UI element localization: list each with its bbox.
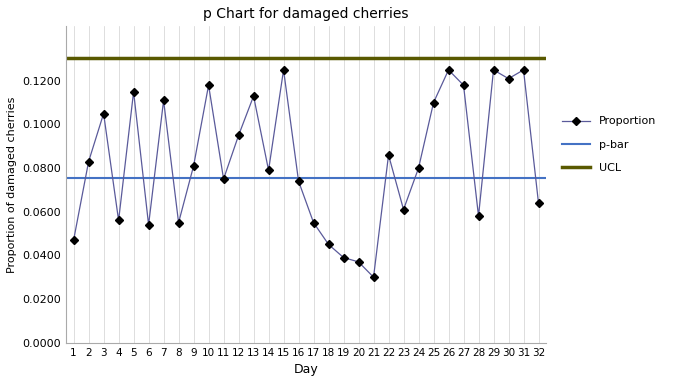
X-axis label: Day: Day (294, 363, 318, 376)
Proportion (504, 76, 512, 81)
Proportion (324, 242, 332, 247)
Proportion (265, 168, 273, 173)
Proportion (234, 133, 243, 137)
Proportion (279, 68, 288, 72)
Proportion (354, 260, 363, 264)
Proportion (414, 166, 423, 170)
Proportion (519, 68, 528, 72)
p-bar (55, 176, 63, 180)
Proportion (99, 111, 108, 116)
Proportion (295, 179, 303, 183)
Proportion (219, 177, 228, 181)
Proportion (160, 98, 168, 103)
Y-axis label: Proportion of damaged cherries: Proportion of damaged cherries (7, 96, 17, 273)
Proportion (249, 94, 258, 98)
Proportion (190, 164, 198, 168)
Proportion (475, 214, 483, 218)
Proportion (114, 218, 122, 223)
UCL (55, 56, 63, 61)
UCL (69, 56, 78, 61)
Proportion (130, 90, 138, 94)
Proportion (204, 83, 213, 87)
Proportion (384, 153, 393, 157)
Proportion (489, 68, 498, 72)
Proportion (370, 275, 378, 280)
Proportion (534, 201, 542, 205)
Proportion (174, 220, 183, 225)
Proportion (85, 159, 93, 164)
Proportion (309, 220, 318, 225)
Proportion (399, 207, 407, 212)
Line: Proportion: Proportion (71, 67, 541, 280)
Proportion (69, 238, 78, 242)
Proportion (444, 68, 453, 72)
Proportion (429, 100, 438, 105)
Proportion (340, 255, 348, 260)
Legend: Proportion, p-bar, UCL: Proportion, p-bar, UCL (556, 111, 662, 179)
p-bar (69, 176, 78, 180)
Proportion (459, 83, 468, 87)
Proportion (144, 223, 153, 227)
Title: p Chart for damaged cherries: p Chart for damaged cherries (203, 7, 409, 21)
